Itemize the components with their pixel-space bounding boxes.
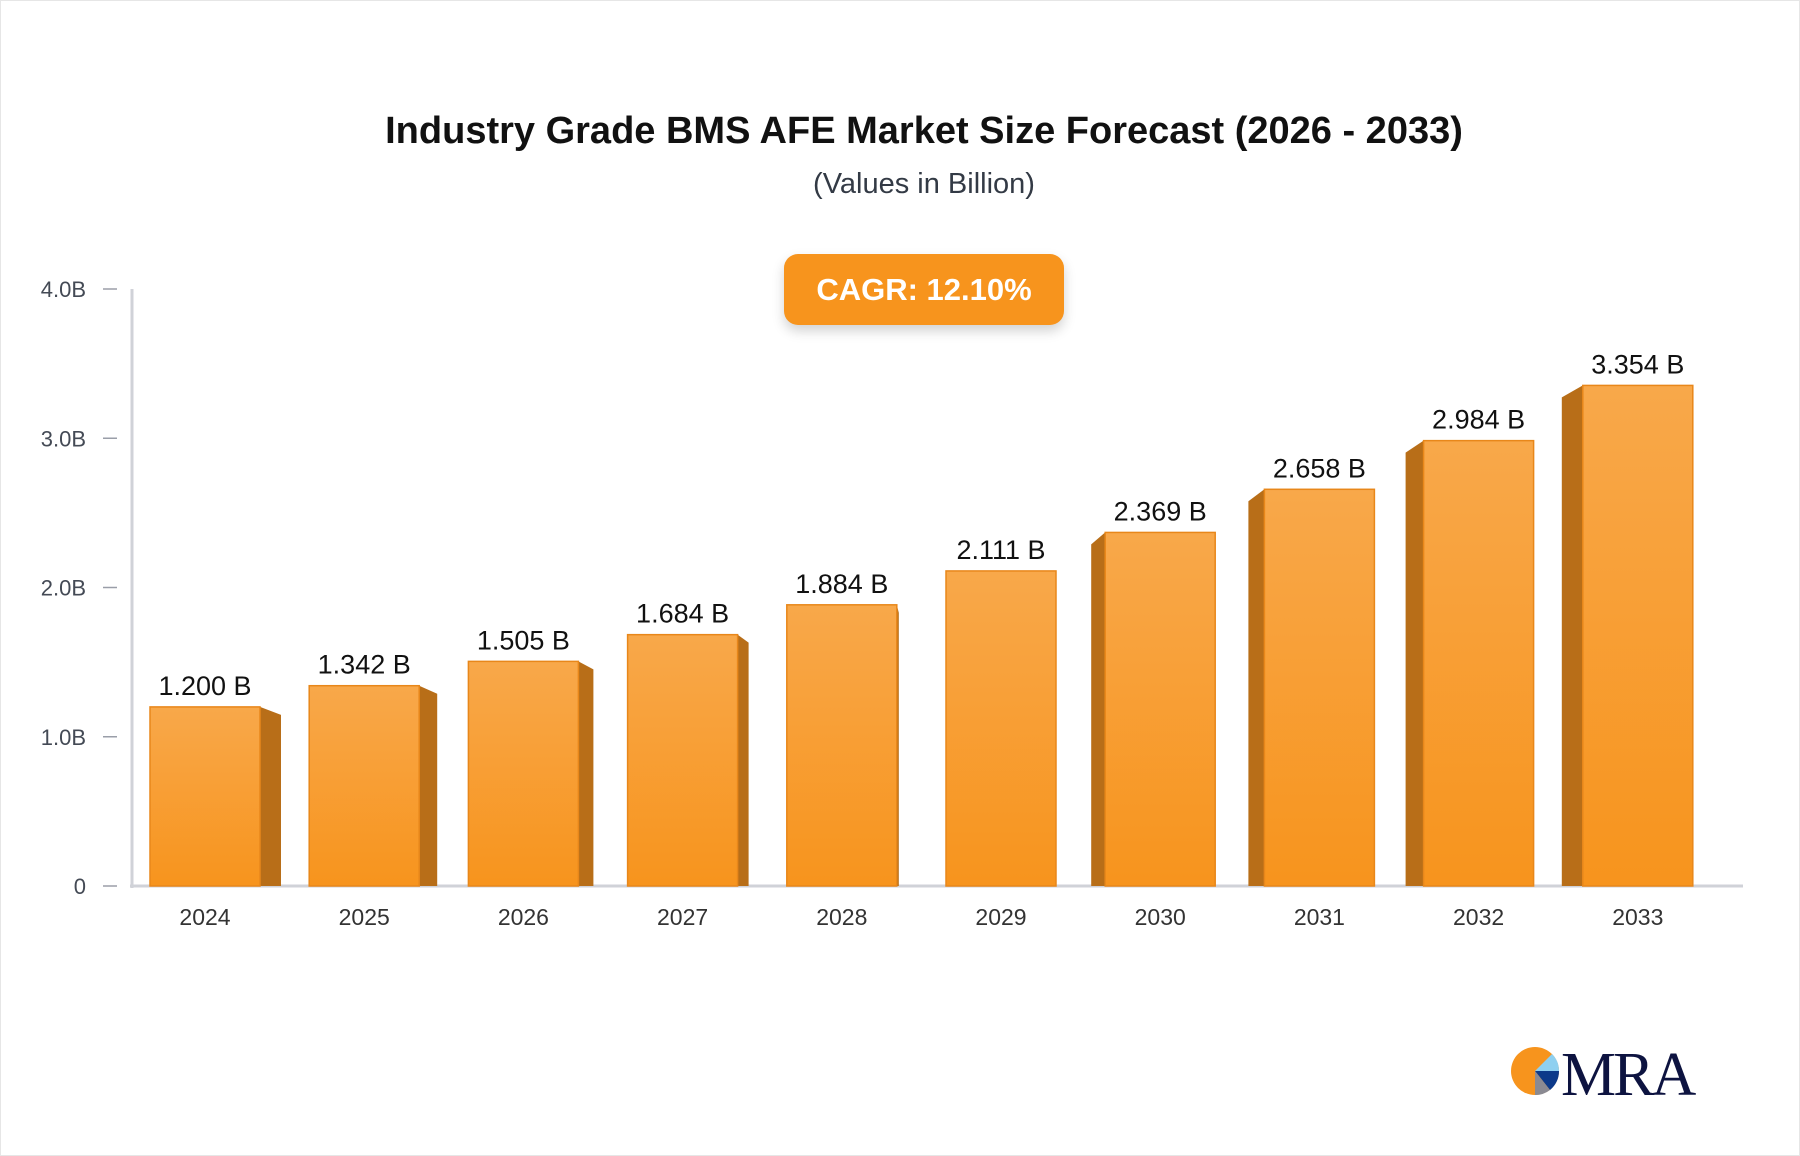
bar <box>308 684 420 887</box>
data-label: 2.111 B <box>956 535 1045 565</box>
data-label: 1.684 B <box>636 599 729 629</box>
bar-side <box>1405 440 1424 886</box>
bar-side <box>737 634 749 886</box>
bar <box>1422 439 1535 887</box>
mra-logo: MRA <box>1511 1041 1699 1109</box>
x-tick-label: 2033 <box>1612 904 1663 930</box>
bar-side <box>1248 489 1265 886</box>
x-tick-label: 2031 <box>1294 904 1345 930</box>
x-tick-label: 2032 <box>1453 904 1504 930</box>
bar <box>467 660 580 887</box>
bar <box>626 633 739 887</box>
bar <box>945 570 1057 887</box>
chart-title: Industry Grade BMS AFE Market Size Forec… <box>385 110 1463 152</box>
bar-side <box>1091 532 1106 886</box>
bar <box>1582 384 1694 887</box>
data-label: 3.354 B <box>1591 349 1684 379</box>
x-tick-label: 2030 <box>1135 904 1186 930</box>
x-tick-label: 2025 <box>339 904 390 930</box>
chart-subtitle: (Values in Billion) <box>813 168 1035 200</box>
bar-side <box>419 685 438 886</box>
x-tick-label: 2028 <box>816 904 867 930</box>
cagr-badge: CAGR: 12.10% <box>784 254 1064 325</box>
data-label: 2.984 B <box>1432 405 1525 435</box>
data-label: 1.200 B <box>158 671 251 701</box>
bar-side <box>578 661 594 886</box>
y-tick-label: 3.0B <box>41 426 86 451</box>
data-label: 1.342 B <box>318 650 411 680</box>
y-tick-label: 4.0B <box>41 277 86 302</box>
x-tick-label: 2024 <box>179 904 230 930</box>
y-tick-label: 2.0B <box>41 576 86 601</box>
x-tick-label: 2029 <box>975 904 1026 930</box>
x-tick-label: 2027 <box>657 904 708 930</box>
bar <box>1263 488 1376 887</box>
bar <box>1104 531 1216 887</box>
bar <box>786 604 898 887</box>
bar-side <box>260 706 281 886</box>
bar-side <box>1561 385 1583 886</box>
x-tick-label: 2026 <box>498 904 549 930</box>
data-label: 1.505 B <box>477 625 570 655</box>
y-tick-label: 0 <box>74 874 86 899</box>
data-label: 2.658 B <box>1273 453 1366 483</box>
data-label: 2.369 B <box>1114 496 1207 526</box>
y-tick-label: 1.0B <box>41 725 86 750</box>
svg-text:MRA: MRA <box>1561 1041 1696 1109</box>
data-label: 1.884 B <box>795 569 888 599</box>
bar <box>149 706 261 887</box>
